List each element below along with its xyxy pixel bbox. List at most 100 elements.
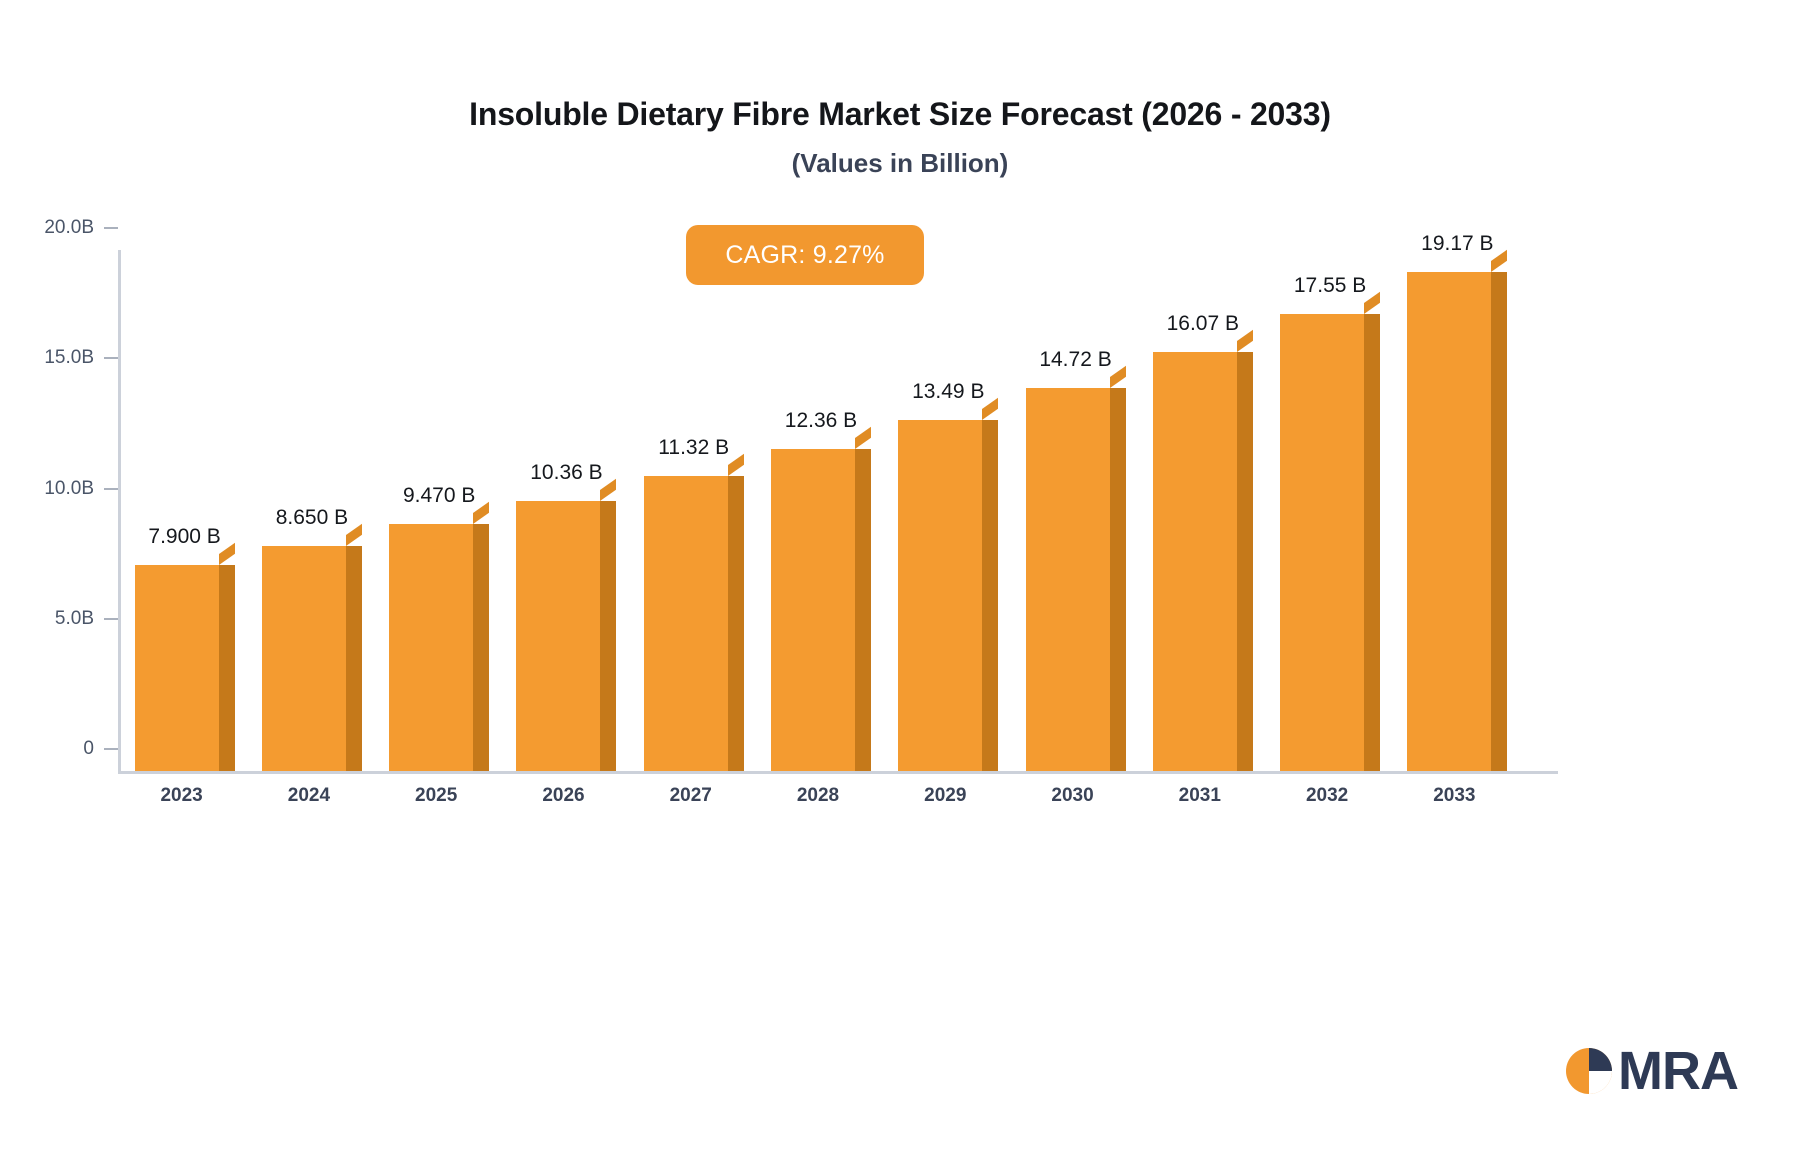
- x-tick-label: 2032: [1305, 785, 1349, 806]
- bar-top-face: [600, 478, 617, 502]
- bar-column[interactable]: 19.17 B: [1407, 232, 1508, 771]
- title-block: Insoluble Dietary Fibre Market Size Fore…: [0, 96, 1800, 179]
- bar[interactable]: [1025, 387, 1126, 771]
- bar-front-face: [1152, 352, 1237, 771]
- bar-front-face: [771, 449, 855, 771]
- bar-top-face: [1109, 365, 1126, 388]
- bar-front-face: [516, 501, 601, 771]
- bar[interactable]: [261, 545, 362, 771]
- bar-side-face: [982, 419, 999, 771]
- bar-column[interactable]: 7.900 B: [134, 250, 235, 771]
- y-axis-line: [118, 250, 121, 771]
- bar[interactable]: [134, 565, 235, 771]
- bar-value-label: 7.900 B: [148, 525, 221, 549]
- bar[interactable]: [389, 524, 490, 771]
- x-tick-label: 2030: [1051, 785, 1094, 806]
- x-tick-label: 2033: [1433, 785, 1476, 806]
- bar-value-label: 13.49 B: [912, 379, 985, 403]
- bar[interactable]: [771, 449, 871, 771]
- pie-chart-icon: [1566, 1048, 1613, 1094]
- bar-column[interactable]: 17.55 B: [1280, 250, 1381, 771]
- x-tick-label: 2026: [542, 785, 585, 806]
- bar-side-face: [345, 545, 362, 771]
- x-axis-line: [118, 771, 1558, 774]
- bar-column[interactable]: 10.36 B: [516, 250, 617, 771]
- bar-series: 7.900 B 8.650 B 9.470 B 10.36 B 11.32 B 12.36…: [121, 232, 1518, 771]
- bar-top-face: [727, 453, 744, 477]
- y-tick-mark: [104, 617, 118, 620]
- cagr-badge-label: CAGR: 9.27%: [725, 240, 885, 269]
- bar-side-face: [855, 449, 871, 771]
- bar-side-face: [1109, 387, 1126, 771]
- bar-value-label: 19.17 B: [1421, 231, 1494, 255]
- x-tick-label: 2023: [160, 785, 203, 806]
- bar-value-label: 14.72 B: [1039, 347, 1112, 371]
- bar-side-face: [1364, 313, 1381, 771]
- x-tick-label: 2031: [1178, 785, 1221, 806]
- bar-value-label: 9.470 B: [402, 484, 476, 508]
- mra-logo: MRA: [1566, 1041, 1739, 1101]
- y-tick: 10.0B: [0, 478, 118, 500]
- bar-front-face: [898, 419, 983, 771]
- y-tick: 20.0B: [0, 217, 118, 239]
- y-tick-label: 20.0B: [44, 217, 94, 238]
- bar-value-label: 11.32 B: [658, 436, 730, 460]
- bar-value-label: 12.36 B: [784, 409, 858, 433]
- bar-front-face: [643, 476, 728, 771]
- bar-value-label: 17.55 B: [1293, 273, 1367, 297]
- bar-column[interactable]: 13.49 B: [898, 250, 999, 771]
- bar-front-face: [261, 545, 346, 771]
- logo-text: MRA: [1618, 1041, 1739, 1101]
- x-tick-label: 2029: [924, 785, 967, 806]
- x-tick-label: 2028: [796, 785, 840, 806]
- y-tick-label: 0: [83, 738, 94, 759]
- bar-front-face: [134, 565, 219, 771]
- bar-top-face: [855, 426, 871, 450]
- bar-column[interactable]: 16.07 B: [1152, 250, 1253, 771]
- bar-top-face: [473, 502, 490, 525]
- bar-top-face: [1364, 291, 1381, 314]
- bar-side-face: [473, 524, 490, 771]
- bar-side-face: [1491, 271, 1508, 771]
- page-title: Insoluble Dietary Fibre Market Size Fore…: [469, 96, 1331, 132]
- x-tick-label: 2024: [287, 785, 331, 806]
- bar-front-face: [389, 524, 474, 771]
- bar-side-face: [1236, 352, 1253, 771]
- bar-value-label: 8.650 B: [275, 505, 349, 529]
- x-axis-labels: 2023 2024 2025 2026 2027 2028 2029 2030 2031 2032…: [118, 785, 1518, 819]
- bar[interactable]: [643, 476, 744, 771]
- bar-top-face: [1236, 330, 1253, 353]
- y-tick-label: 10.0B: [44, 477, 94, 499]
- bar-column[interactable]: 12.36 B: [771, 250, 871, 771]
- y-tick: 5.0B: [0, 608, 118, 630]
- y-tick: 15.0B: [0, 347, 118, 369]
- bar-column[interactable]: 14.72 B: [1025, 250, 1126, 771]
- bar-front-face: [1025, 387, 1110, 771]
- bar-side-face: [727, 476, 744, 771]
- bar-value-label: 16.07 B: [1166, 312, 1240, 336]
- bar-top-face: [218, 543, 235, 566]
- chart-subtitle: (Values in Billion): [791, 147, 1009, 178]
- bar[interactable]: [1407, 271, 1508, 771]
- cagr-badge: CAGR: 9.27%: [686, 225, 924, 285]
- bar[interactable]: [516, 501, 617, 771]
- bar-front-face: [1407, 271, 1492, 771]
- y-tick-mark: [104, 357, 118, 360]
- bar-column[interactable]: 8.650 B: [261, 250, 362, 771]
- y-tick: 0: [0, 738, 118, 760]
- bar[interactable]: [1280, 313, 1381, 771]
- x-tick-label: 2025: [415, 785, 458, 806]
- y-tick-label: 5.0B: [54, 607, 94, 629]
- bar-side-face: [218, 565, 235, 771]
- bar-top-face: [982, 397, 999, 420]
- y-tick-mark: [104, 487, 118, 490]
- y-tick-mark: [104, 227, 118, 229]
- plot-area: 0 5.0B 10.0B 15.0B 20.0B 7.900 B 8.650 B 9.470…: [44, 217, 1558, 774]
- bar[interactable]: [1152, 352, 1253, 771]
- bar-value-label: 10.36 B: [530, 461, 603, 485]
- bar-front-face: [1280, 313, 1365, 771]
- bar[interactable]: [898, 419, 999, 771]
- bar-column[interactable]: 9.470 B: [389, 250, 490, 771]
- bar-column[interactable]: 11.32 B: [643, 250, 744, 771]
